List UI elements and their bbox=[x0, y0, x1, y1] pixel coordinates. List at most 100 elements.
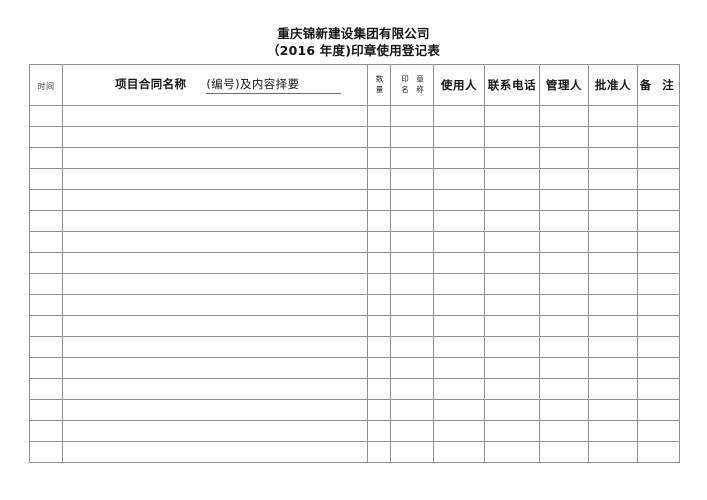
table-cell-manager[interactable] bbox=[539, 420, 589, 442]
table-cell-remark[interactable] bbox=[637, 252, 680, 274]
table-cell-quantity[interactable] bbox=[367, 336, 391, 358]
table-cell-seal_name[interactable] bbox=[390, 168, 434, 190]
table-cell-approver[interactable] bbox=[588, 273, 638, 295]
table-cell-approver[interactable] bbox=[588, 168, 638, 190]
table-row[interactable] bbox=[29, 315, 680, 337]
table-cell-user[interactable] bbox=[433, 189, 485, 211]
table-cell-remark[interactable] bbox=[637, 231, 680, 253]
table-cell-project[interactable] bbox=[62, 441, 368, 463]
table-cell-project[interactable] bbox=[62, 210, 368, 232]
table-row[interactable] bbox=[29, 126, 680, 148]
table-cell-project[interactable] bbox=[62, 105, 368, 127]
table-row[interactable] bbox=[29, 210, 680, 232]
table-row[interactable] bbox=[29, 441, 680, 463]
table-cell-quantity[interactable] bbox=[367, 441, 391, 463]
table-cell-time[interactable] bbox=[29, 399, 63, 421]
table-cell-seal_name[interactable] bbox=[390, 126, 434, 148]
table-cell-quantity[interactable] bbox=[367, 105, 391, 127]
table-cell-time[interactable] bbox=[29, 210, 63, 232]
table-cell-manager[interactable] bbox=[539, 105, 589, 127]
table-cell-remark[interactable] bbox=[637, 420, 680, 442]
table-cell-project[interactable] bbox=[62, 252, 368, 274]
table-cell-time[interactable] bbox=[29, 105, 63, 127]
table-cell-seal_name[interactable] bbox=[390, 231, 434, 253]
table-cell-phone[interactable] bbox=[484, 420, 540, 442]
table-cell-manager[interactable] bbox=[539, 315, 589, 337]
table-cell-quantity[interactable] bbox=[367, 399, 391, 421]
table-cell-approver[interactable] bbox=[588, 336, 638, 358]
table-row[interactable] bbox=[29, 420, 680, 442]
table-cell-approver[interactable] bbox=[588, 147, 638, 169]
table-cell-phone[interactable] bbox=[484, 294, 540, 316]
table-cell-time[interactable] bbox=[29, 357, 63, 379]
table-cell-time[interactable] bbox=[29, 294, 63, 316]
table-cell-quantity[interactable] bbox=[367, 231, 391, 253]
table-cell-time[interactable] bbox=[29, 336, 63, 358]
table-cell-time[interactable] bbox=[29, 441, 63, 463]
table-row[interactable] bbox=[29, 399, 680, 421]
table-cell-quantity[interactable] bbox=[367, 273, 391, 295]
table-cell-seal_name[interactable] bbox=[390, 378, 434, 400]
table-cell-seal_name[interactable] bbox=[390, 420, 434, 442]
table-row[interactable] bbox=[29, 273, 680, 295]
table-row[interactable] bbox=[29, 189, 680, 211]
table-cell-user[interactable] bbox=[433, 252, 485, 274]
table-cell-seal_name[interactable] bbox=[390, 357, 434, 379]
table-cell-phone[interactable] bbox=[484, 231, 540, 253]
table-cell-approver[interactable] bbox=[588, 315, 638, 337]
table-cell-seal_name[interactable] bbox=[390, 294, 434, 316]
table-cell-user[interactable] bbox=[433, 147, 485, 169]
table-cell-user[interactable] bbox=[433, 231, 485, 253]
table-cell-seal_name[interactable] bbox=[390, 273, 434, 295]
table-cell-project[interactable] bbox=[62, 378, 368, 400]
table-cell-quantity[interactable] bbox=[367, 168, 391, 190]
table-cell-remark[interactable] bbox=[637, 189, 680, 211]
table-cell-project[interactable] bbox=[62, 399, 368, 421]
table-cell-quantity[interactable] bbox=[367, 315, 391, 337]
table-cell-remark[interactable] bbox=[637, 294, 680, 316]
table-cell-seal_name[interactable] bbox=[390, 189, 434, 211]
table-cell-remark[interactable] bbox=[637, 441, 680, 463]
table-cell-manager[interactable] bbox=[539, 168, 589, 190]
table-cell-remark[interactable] bbox=[637, 168, 680, 190]
table-cell-approver[interactable] bbox=[588, 231, 638, 253]
table-cell-manager[interactable] bbox=[539, 210, 589, 232]
table-row[interactable] bbox=[29, 252, 680, 274]
table-row[interactable] bbox=[29, 231, 680, 253]
table-cell-quantity[interactable] bbox=[367, 294, 391, 316]
table-cell-remark[interactable] bbox=[637, 399, 680, 421]
table-cell-approver[interactable] bbox=[588, 252, 638, 274]
table-cell-phone[interactable] bbox=[484, 378, 540, 400]
table-cell-manager[interactable] bbox=[539, 273, 589, 295]
table-cell-approver[interactable] bbox=[588, 105, 638, 127]
table-cell-phone[interactable] bbox=[484, 189, 540, 211]
table-row[interactable] bbox=[29, 336, 680, 358]
table-cell-manager[interactable] bbox=[539, 357, 589, 379]
table-cell-seal_name[interactable] bbox=[390, 105, 434, 127]
table-cell-seal_name[interactable] bbox=[390, 147, 434, 169]
table-cell-user[interactable] bbox=[433, 315, 485, 337]
table-cell-phone[interactable] bbox=[484, 273, 540, 295]
table-cell-phone[interactable] bbox=[484, 399, 540, 421]
table-cell-seal_name[interactable] bbox=[390, 210, 434, 232]
table-cell-manager[interactable] bbox=[539, 378, 589, 400]
table-cell-quantity[interactable] bbox=[367, 210, 391, 232]
table-cell-phone[interactable] bbox=[484, 441, 540, 463]
table-cell-approver[interactable] bbox=[588, 399, 638, 421]
table-row[interactable] bbox=[29, 357, 680, 379]
table-cell-manager[interactable] bbox=[539, 294, 589, 316]
table-cell-user[interactable] bbox=[433, 294, 485, 316]
table-cell-project[interactable] bbox=[62, 189, 368, 211]
table-row[interactable] bbox=[29, 294, 680, 316]
table-cell-user[interactable] bbox=[433, 273, 485, 295]
table-cell-user[interactable] bbox=[433, 210, 485, 232]
table-cell-remark[interactable] bbox=[637, 126, 680, 148]
table-cell-project[interactable] bbox=[62, 231, 368, 253]
table-cell-time[interactable] bbox=[29, 168, 63, 190]
table-cell-approver[interactable] bbox=[588, 126, 638, 148]
table-cell-manager[interactable] bbox=[539, 231, 589, 253]
table-cell-time[interactable] bbox=[29, 126, 63, 148]
table-cell-remark[interactable] bbox=[637, 273, 680, 295]
table-cell-time[interactable] bbox=[29, 420, 63, 442]
table-cell-user[interactable] bbox=[433, 126, 485, 148]
